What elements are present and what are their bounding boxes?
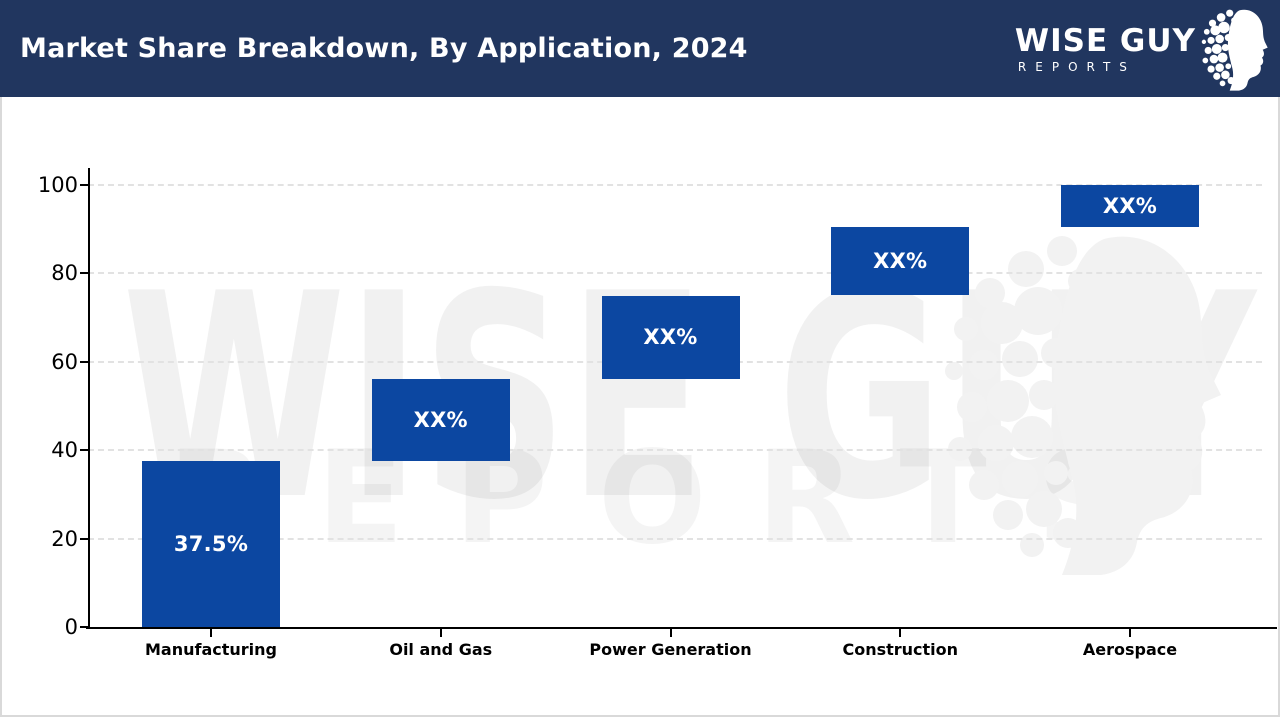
y-tick-mark [80, 360, 88, 363]
y-tick-mark [80, 626, 88, 628]
x-tick-mark [899, 629, 902, 637]
category-label: Manufacturing [145, 640, 277, 659]
header-bar: Market Share Breakdown, By Application, … [0, 0, 1280, 97]
bar-value-label: XX% [1102, 193, 1158, 218]
page-title: Market Share Breakdown, By Application, … [20, 33, 748, 64]
x-tick-mark [669, 629, 672, 637]
y-tick-mark [80, 184, 88, 186]
y-tick-label: 100 [37, 173, 78, 197]
gridline [88, 537, 1262, 540]
logo-line2: REPORTS [1017, 59, 1136, 74]
bar: XX% [371, 379, 510, 462]
gridline [88, 272, 1262, 275]
bar-value-label: 37.5% [173, 532, 249, 557]
bar-value-label: XX% [413, 408, 468, 433]
bar: XX% [601, 295, 740, 380]
x-axis-line [86, 627, 1277, 629]
y-axis-line [88, 168, 90, 629]
bar-value-label: XX% [873, 249, 928, 274]
y-tick-label: 80 [51, 261, 78, 286]
y-tick-mark [80, 272, 88, 275]
bar: 37.5% [142, 461, 280, 627]
category-label: Aerospace [1082, 640, 1178, 659]
gridline [88, 184, 1262, 186]
brand-logo: WISE GUY REPORTS [1015, 6, 1270, 92]
y-tick-mark [80, 537, 88, 540]
y-tick-mark [80, 449, 88, 452]
wiseguy-head-icon [1201, 9, 1268, 91]
y-tick-label: 0 [64, 615, 78, 639]
category-label: Oil and Gas [389, 640, 493, 659]
y-tick-label: 40 [51, 438, 78, 463]
category-label: Construction [842, 640, 959, 659]
gridline [88, 449, 1262, 452]
x-tick-mark [210, 629, 212, 637]
x-tick-mark [1129, 629, 1131, 637]
bar: XX% [831, 226, 970, 296]
bar: XX% [1061, 185, 1199, 227]
logo-line1: WISE GUY [1014, 22, 1196, 59]
category-label: Power Generation [589, 640, 752, 659]
y-tick-label: 60 [51, 349, 78, 374]
logo-wordmark: WISE GUY REPORTS [1014, 22, 1196, 74]
y-tick-label: 20 [51, 526, 78, 551]
bar-value-label: XX% [643, 325, 698, 350]
x-tick-mark [439, 629, 442, 637]
